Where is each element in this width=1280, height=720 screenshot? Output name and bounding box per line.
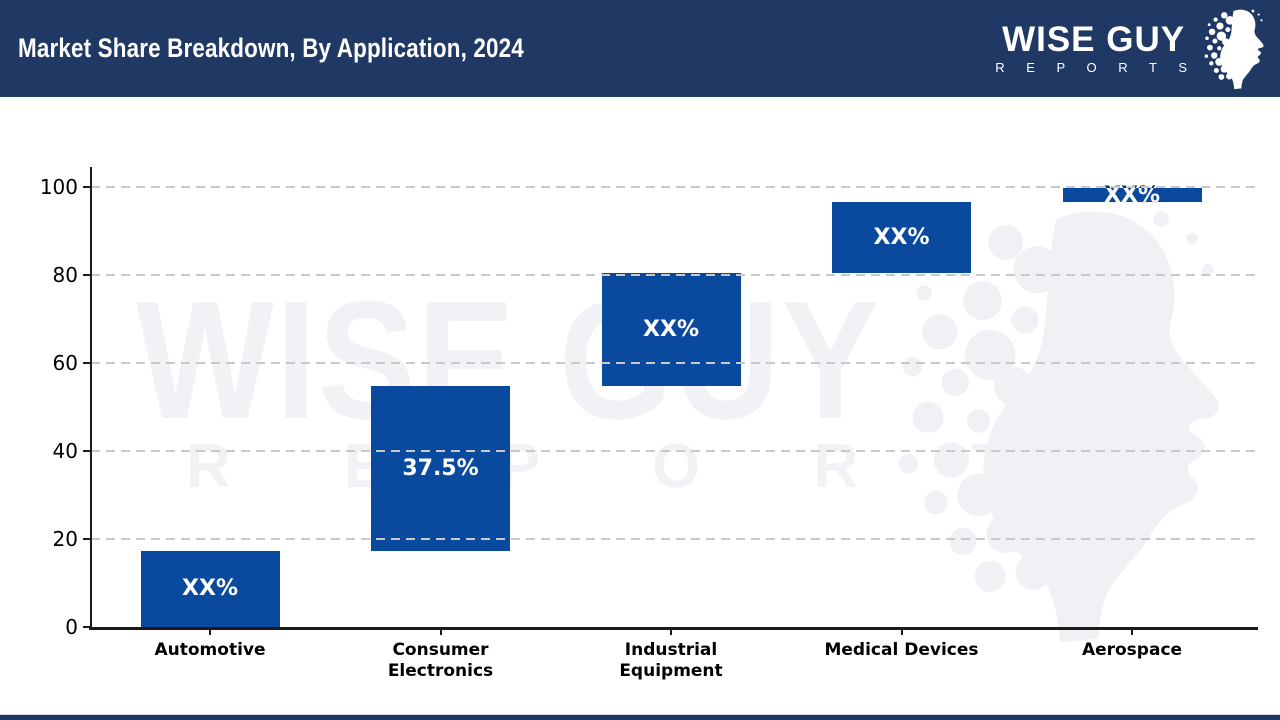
y-tick [83,273,90,276]
category-label-line: Automotive [154,640,266,660]
chart-title: Market Share Breakdown, By Application, … [18,33,524,63]
bar-aerospace: XX%XX% [1062,183,1202,208]
category-label-line: Aerospace [1081,640,1183,660]
y-tick-label: 40 [52,438,78,463]
bar-value-label: XX% [873,225,930,251]
x-tick [209,629,211,635]
logo-text: WISE GUY R E P O R T S [991,22,1196,75]
y-tick-label: 80 [52,262,78,287]
category-label-line: Industrial [624,640,718,660]
plot: XX%XX%Automotive37.5%37.5%ConsumerElectr… [0,97,1280,714]
gridline-100 [91,185,1257,188]
header: Market Share Breakdown, By Application, … [0,0,1280,97]
x-tick [439,629,442,635]
category-label-line: Consumer [392,640,489,660]
x-tick [1131,629,1133,635]
bar-fill: 37.5% [371,385,510,551]
brand-logo: WISE GUY R E P O R T S [991,2,1272,95]
bar-value-label: XX% [182,576,238,602]
y-tick [83,361,90,364]
category-label-line: Medical Devices [824,640,979,660]
y-tick-label: 20 [52,526,78,551]
y-tick [83,537,90,540]
y-tick-label: 60 [52,350,78,375]
logo-head-icon [1204,9,1264,89]
bar-fill: XX% [601,272,741,386]
category-label: Medical Devices [792,640,1012,661]
category-label: Industrial Equipment [561,640,781,682]
gridline-40 [91,449,1257,452]
y-tick [83,185,90,188]
bar-fill: XX% [1062,188,1202,203]
category-label: Automotive [100,640,320,661]
bar-fill: XX% [832,202,971,273]
bar-fill: XX% [140,551,280,627]
footer-bar [0,714,1280,720]
bar-industrial-equipment: XX%XX% [601,272,741,386]
bar-medical-devices: XX%XX% [832,202,971,273]
category-label-line: Electronics [387,661,494,681]
x-axis-line [89,627,1258,630]
y-tick-label: 100 [39,174,78,199]
bar-value-label: XX% [643,316,699,342]
x-tick [670,629,672,635]
bar-consumer-electronics: 37.5%37.5% [371,385,510,551]
logo-wordmark: WISE GUY [1002,20,1186,59]
gridline-60 [91,361,1257,364]
category-label: Consumer Electronics [331,640,551,682]
bar-automotive: XX%XX% [140,551,280,627]
category-label-line: Equipment [619,661,723,681]
y-axis-line [90,167,92,629]
y-tick [83,626,90,628]
gridline-80 [91,273,1257,276]
logo-subtext: R E P O R T S [995,60,1196,75]
x-tick [900,629,903,635]
bar-value-label: 37.5% [402,455,479,481]
bar-value-label: XX% [1104,188,1160,203]
y-tick [83,449,90,452]
y-tick-label: 0 [65,615,78,639]
category-label: Aerospace [1022,640,1242,661]
gridline-20 [91,537,1257,540]
